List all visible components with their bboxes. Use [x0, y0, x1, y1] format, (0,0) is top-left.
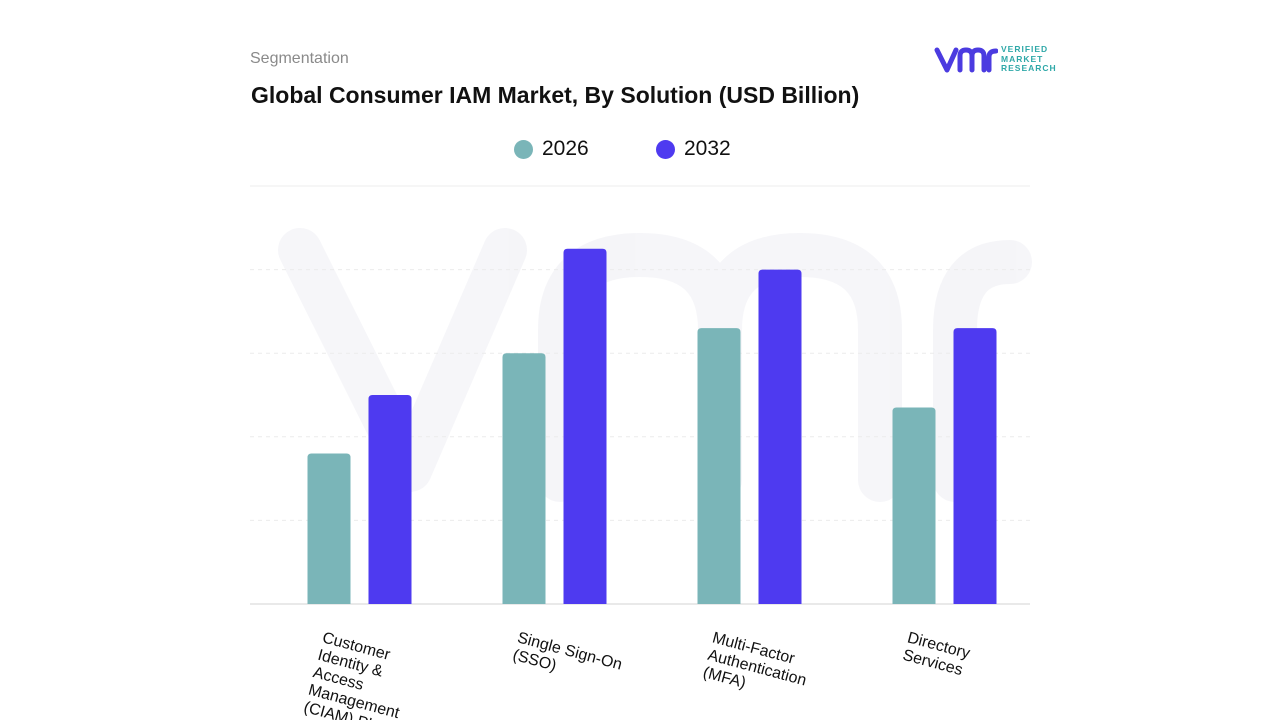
segment-label: Segmentation — [250, 50, 349, 67]
category-labels: CustomerIdentity &AccessManagement(CIAM)… — [302, 629, 972, 720]
legend-swatch-2032 — [656, 139, 675, 159]
vmr-logo-icon — [934, 47, 999, 73]
legend-label-2032: 2032 — [684, 137, 731, 160]
bar-2026-cat-2[interactable] — [697, 328, 741, 604]
bar-2032-cat-3[interactable] — [953, 328, 997, 604]
category-label-1: Single Sign-On(SSO) — [511, 629, 624, 691]
chart-title: Global Consumer IAM Market, By Solution … — [251, 82, 860, 108]
category-label-3: DirectoryServices — [901, 629, 972, 679]
legend-item-2026[interactable]: 2026 — [514, 134, 589, 164]
legend-item-2032[interactable]: 2032 — [656, 134, 731, 164]
bar-2026-cat-1[interactable] — [502, 353, 546, 604]
vmr-logo: VERIFIED MARKET RESEARCH — [934, 44, 1064, 76]
bars — [307, 248, 997, 604]
logo-line-research: RESEARCH — [1001, 63, 1057, 73]
category-label-2: Multi-FactorAuthentication(MFA) — [701, 629, 813, 706]
bar-2026-cat-3[interactable] — [892, 407, 936, 604]
bar-2032-cat-0[interactable] — [368, 395, 412, 604]
chart-legend: 2026 2032 — [0, 134, 1280, 164]
legend-label-2026: 2026 — [542, 137, 589, 160]
logo-line-verified: VERIFIED — [1001, 44, 1049, 54]
category-label-0: CustomerIdentity &AccessManagement(CIAM)… — [302, 629, 416, 720]
bar-2026-cat-0[interactable] — [307, 453, 351, 604]
legend-swatch-2026 — [514, 139, 533, 159]
bar-2032-cat-2[interactable] — [758, 269, 802, 604]
bar-2032-cat-1[interactable] — [563, 248, 607, 604]
logo-line-market: MARKET — [1001, 53, 1044, 64]
logo-text: VERIFIED MARKET RESEARCH — [1001, 44, 1057, 74]
